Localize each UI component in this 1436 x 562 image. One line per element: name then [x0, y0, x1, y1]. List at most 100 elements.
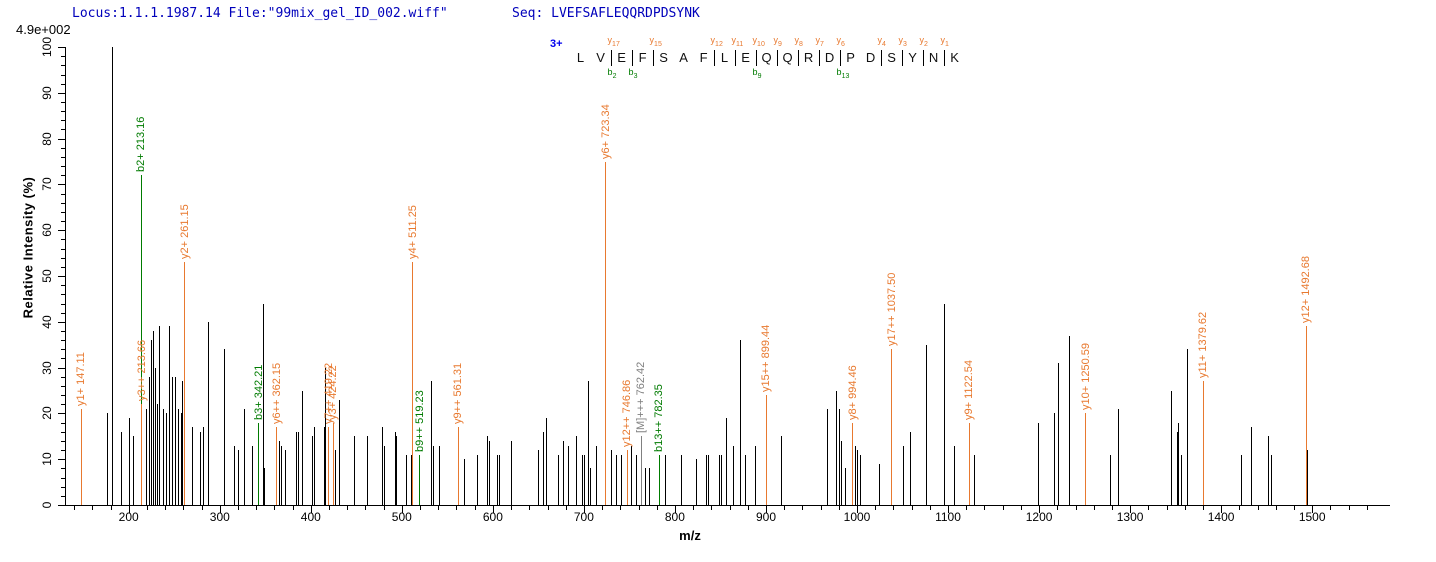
x-tick: [893, 506, 895, 510]
peak: [278, 440, 280, 505]
fragment-bar: [631, 50, 633, 66]
x-tick: [292, 506, 294, 510]
y-tick: [61, 193, 65, 195]
peak: [383, 445, 385, 505]
peak-label: y6+ 723.34: [599, 103, 612, 159]
y-ion-marker: y9: [773, 35, 782, 48]
peak: [280, 445, 282, 505]
peak-label: y10+ 1250.59: [1079, 343, 1092, 411]
peak: [112, 47, 114, 505]
x-tick: [1257, 506, 1259, 510]
peak: [739, 340, 741, 505]
x-tick: [310, 506, 312, 513]
peak: [410, 454, 412, 505]
peak: [621, 454, 623, 505]
peak: [733, 445, 735, 505]
peak: [545, 418, 547, 505]
peak: [325, 367, 327, 505]
x-tick-label: 800: [664, 510, 685, 524]
peak: [538, 450, 540, 505]
residue: F: [699, 50, 708, 65]
x-tick: [547, 506, 549, 510]
residue: D: [865, 50, 876, 65]
y-tick: [61, 102, 65, 103]
x-tick: [802, 506, 804, 510]
y-tick: [61, 120, 65, 122]
residue: L: [720, 50, 729, 65]
x-tick: [219, 506, 221, 513]
x-tick: [1239, 506, 1241, 510]
peak: [631, 445, 633, 505]
y-tick-label: 10: [40, 452, 54, 466]
x-tick: [638, 506, 640, 510]
x-tick: [1348, 506, 1350, 510]
fragment-bar: [755, 50, 757, 66]
y-tick: [61, 129, 65, 131]
peak: [1118, 408, 1120, 505]
peak: [588, 381, 590, 505]
peak: [224, 349, 226, 505]
peak: [296, 431, 298, 505]
peak-label: y3+ 424.22: [327, 364, 340, 420]
peak: [489, 440, 491, 505]
peak: [755, 445, 756, 505]
peak-label: y9++ 561.31: [452, 362, 465, 425]
peak-label: y9+ 1122.54: [963, 359, 976, 420]
residue: A: [679, 50, 688, 65]
peak: [238, 450, 239, 505]
y-tick: [61, 211, 65, 213]
peak: [1186, 349, 1188, 505]
peak: [166, 413, 167, 505]
peak: [463, 459, 465, 505]
peak: [840, 440, 842, 505]
peak: [328, 427, 330, 505]
precursor-charge-label: 3+: [550, 38, 563, 50]
x-tick: [583, 506, 585, 513]
peak-label: y6++ 362.15: [270, 362, 283, 425]
peak: [184, 262, 186, 505]
peak: [146, 408, 147, 505]
x-tick-label: 1400: [1207, 510, 1235, 524]
y-tick: [58, 92, 65, 94]
y-tick-label: 90: [40, 86, 54, 100]
x-tick: [656, 506, 658, 510]
y-tick: [61, 376, 65, 378]
x-tick-label: 1500: [1298, 510, 1326, 524]
peak: [432, 445, 434, 505]
y-tick-label: 40: [40, 315, 54, 329]
fragment-bar: [901, 50, 903, 66]
y-tick: [61, 175, 65, 177]
peak: [635, 454, 637, 505]
peak: [695, 459, 697, 505]
y-ion-marker: y7: [815, 35, 824, 48]
y-tick: [61, 74, 65, 76]
y-tick: [61, 395, 65, 397]
y-tick: [61, 147, 65, 149]
y-tick: [58, 505, 65, 506]
peak: [648, 468, 650, 505]
y-tick-label: 20: [40, 406, 54, 421]
peak: [262, 303, 264, 505]
x-tick: [820, 506, 822, 510]
x-tick-label: 600: [482, 510, 503, 524]
x-tick: [1366, 506, 1368, 510]
y-tick: [61, 257, 65, 259]
residue: K: [950, 50, 959, 65]
x-tick: [329, 506, 330, 510]
x-tick-label: 1100: [935, 510, 961, 524]
y-tick: [61, 495, 65, 497]
y-tick-label: 60: [40, 223, 54, 237]
seq-label: Seq:: [512, 6, 552, 21]
peak: [891, 349, 893, 505]
peak: [582, 454, 584, 505]
peak: [511, 440, 513, 505]
y-tick: [61, 166, 65, 168]
y-tick: [61, 331, 65, 332]
peak: [1053, 413, 1055, 505]
peak: [705, 454, 707, 505]
x-tick: [693, 506, 695, 510]
y-tick-label: 80: [40, 131, 54, 146]
x-tick: [110, 506, 112, 510]
y-ion-marker: y3: [898, 35, 907, 48]
y-tick: [61, 156, 65, 158]
